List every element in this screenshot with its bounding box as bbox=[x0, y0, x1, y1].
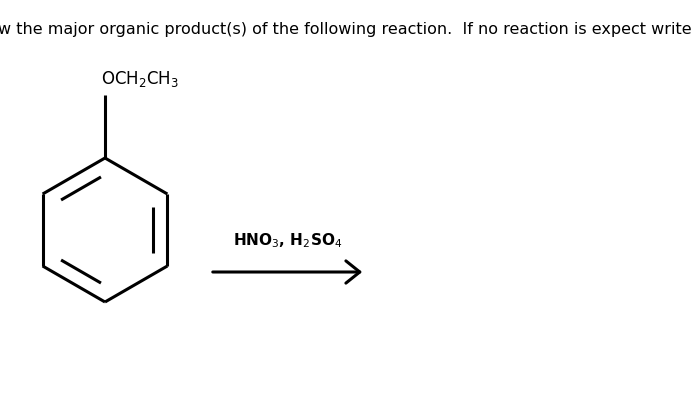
Text: HNO$_3$, H$_2$SO$_4$: HNO$_3$, H$_2$SO$_4$ bbox=[233, 231, 342, 250]
Text: OCH$_2$CH$_3$: OCH$_2$CH$_3$ bbox=[101, 69, 179, 88]
Text: Draw the major organic product(s) of the following reaction.  If no reaction is : Draw the major organic product(s) of the… bbox=[0, 22, 693, 37]
